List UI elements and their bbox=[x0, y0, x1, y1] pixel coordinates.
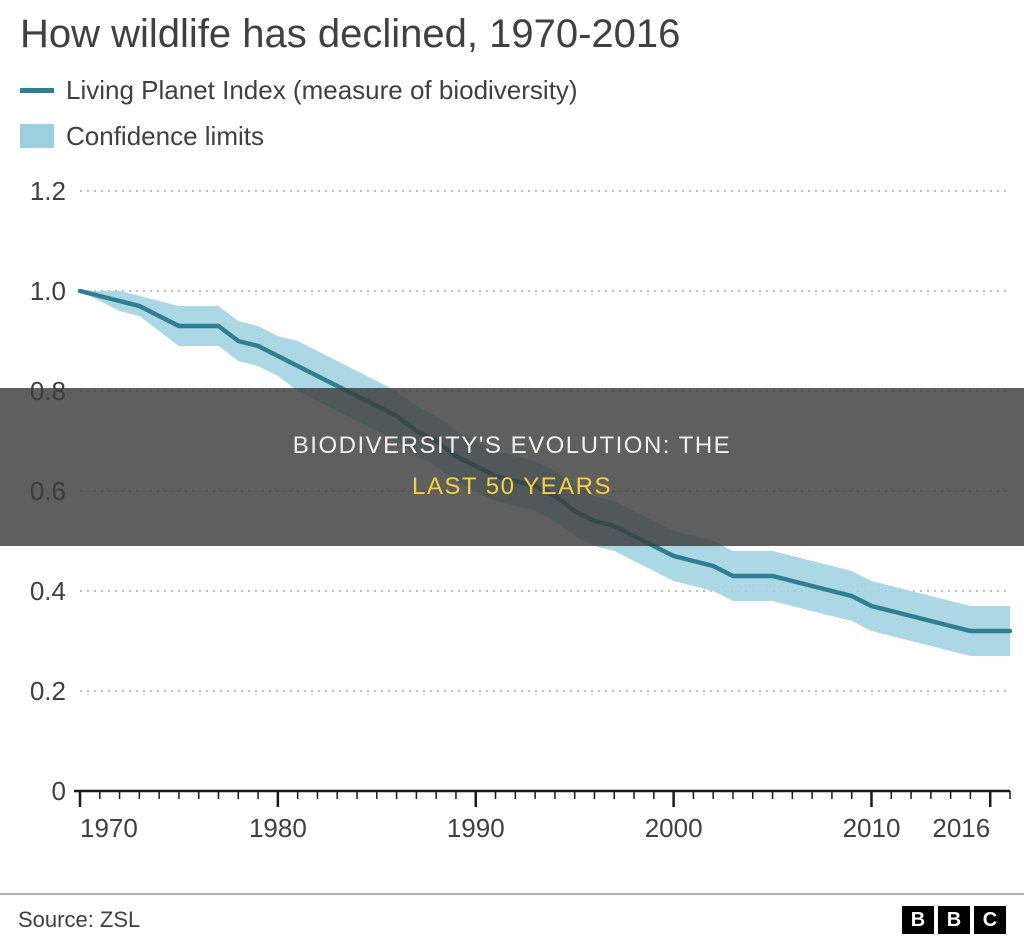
x-tick-label: 1990 bbox=[447, 813, 505, 843]
x-tick-label: 1970 bbox=[80, 813, 138, 843]
chart-title: How wildlife has declined, 1970-2016 bbox=[0, 0, 1024, 64]
x-tick-label: 2000 bbox=[645, 813, 703, 843]
x-tick-label: 2016 bbox=[932, 813, 990, 843]
legend-confidence-label: Confidence limits bbox=[66, 116, 264, 158]
x-tick-label: 1980 bbox=[249, 813, 307, 843]
overlay-line1: BIODIVERSITY'S EVOLUTION: THE bbox=[293, 426, 731, 467]
y-tick-label: 1.0 bbox=[30, 276, 66, 306]
x-tick-label: 2010 bbox=[843, 813, 901, 843]
y-tick-label: 0.2 bbox=[30, 676, 66, 706]
overlay-banner: BIODIVERSITY'S EVOLUTION: THE LAST 50 YE… bbox=[0, 388, 1024, 546]
overlay-line2: LAST 50 YEARS bbox=[412, 467, 612, 508]
legend: Living Planet Index (measure of biodiver… bbox=[0, 64, 1024, 171]
y-tick-label: 0 bbox=[52, 776, 66, 806]
legend-patch-swatch bbox=[20, 124, 54, 148]
bbc-letter: B bbox=[902, 906, 934, 934]
bbc-letter: C bbox=[974, 906, 1006, 934]
legend-series-label: Living Planet Index (measure of biodiver… bbox=[66, 70, 578, 112]
legend-item-confidence: Confidence limits bbox=[20, 116, 1004, 158]
bbc-letter: B bbox=[938, 906, 970, 934]
y-tick-label: 1.2 bbox=[30, 176, 66, 206]
footer-bar: Source: ZSL B B C bbox=[0, 893, 1024, 945]
legend-line-swatch bbox=[20, 88, 54, 93]
bbc-logo: B B C bbox=[902, 906, 1006, 934]
legend-item-series: Living Planet Index (measure of biodiver… bbox=[20, 70, 1004, 112]
source-text: Source: ZSL bbox=[18, 907, 140, 933]
y-tick-label: 0.4 bbox=[30, 576, 66, 606]
